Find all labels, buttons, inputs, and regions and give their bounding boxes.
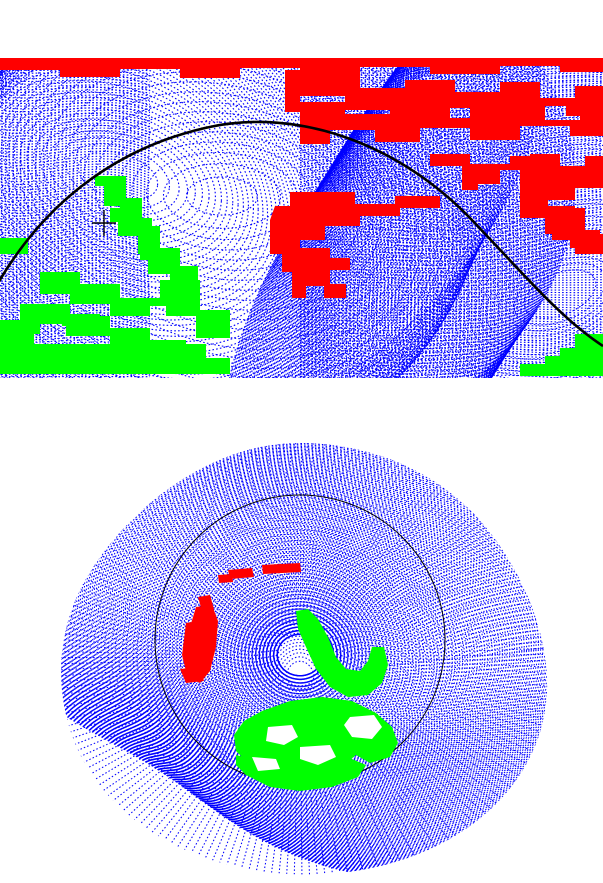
bottom-panel-svg [0, 425, 603, 883]
top-panel-svg [0, 58, 603, 378]
crosshair-marker-icon [92, 210, 116, 236]
orthographic-contour-globe-panel [0, 425, 603, 883]
equirectangular-contour-map-panel [0, 58, 603, 378]
top-boundary-curve [0, 120, 603, 348]
